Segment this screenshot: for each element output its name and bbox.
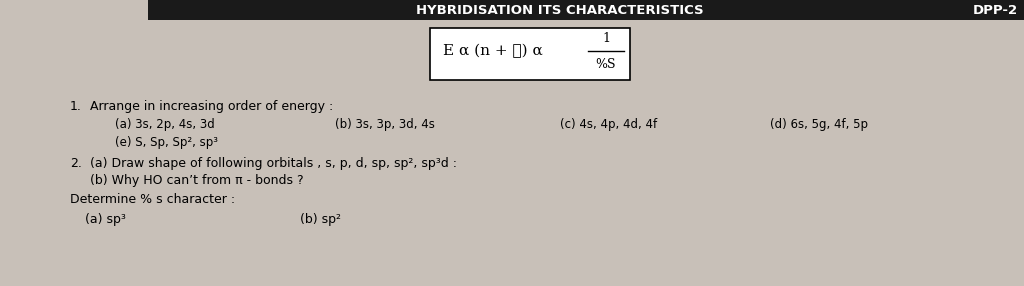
Bar <box>148 0 1024 20</box>
Text: (b) Why HO can’t from π - bonds ?: (b) Why HO can’t from π - bonds ? <box>90 174 304 187</box>
Text: (b) sp²: (b) sp² <box>300 213 341 226</box>
Bar <box>430 28 630 80</box>
Text: %S: %S <box>596 59 616 72</box>
Text: (c) 4s, 4p, 4d, 4f: (c) 4s, 4p, 4d, 4f <box>560 118 657 131</box>
Text: (a) sp³: (a) sp³ <box>85 213 126 226</box>
Text: Arrange in increasing order of energy :: Arrange in increasing order of energy : <box>90 100 333 113</box>
Text: E α (n + ℓ) α: E α (n + ℓ) α <box>443 44 543 58</box>
Text: 1: 1 <box>602 31 610 45</box>
Text: (a) Draw shape of following orbitals , s, p, d, sp, sp², sp³d :: (a) Draw shape of following orbitals , s… <box>90 157 457 170</box>
Text: (b) 3s, 3p, 3d, 4s: (b) 3s, 3p, 3d, 4s <box>335 118 435 131</box>
Text: (e) S, Sp, Sp², sp³: (e) S, Sp, Sp², sp³ <box>115 136 218 149</box>
Text: 1.: 1. <box>70 100 82 113</box>
Text: (a) 3s, 2p, 4s, 3d: (a) 3s, 2p, 4s, 3d <box>115 118 215 131</box>
Text: DPP-2: DPP-2 <box>973 3 1018 17</box>
Text: (d) 6s, 5g, 4f, 5p: (d) 6s, 5g, 4f, 5p <box>770 118 868 131</box>
Text: 2.: 2. <box>70 157 82 170</box>
Text: Determine % s character :: Determine % s character : <box>70 193 236 206</box>
Text: HYBRIDISATION ITS CHARACTERISTICS: HYBRIDISATION ITS CHARACTERISTICS <box>416 3 703 17</box>
